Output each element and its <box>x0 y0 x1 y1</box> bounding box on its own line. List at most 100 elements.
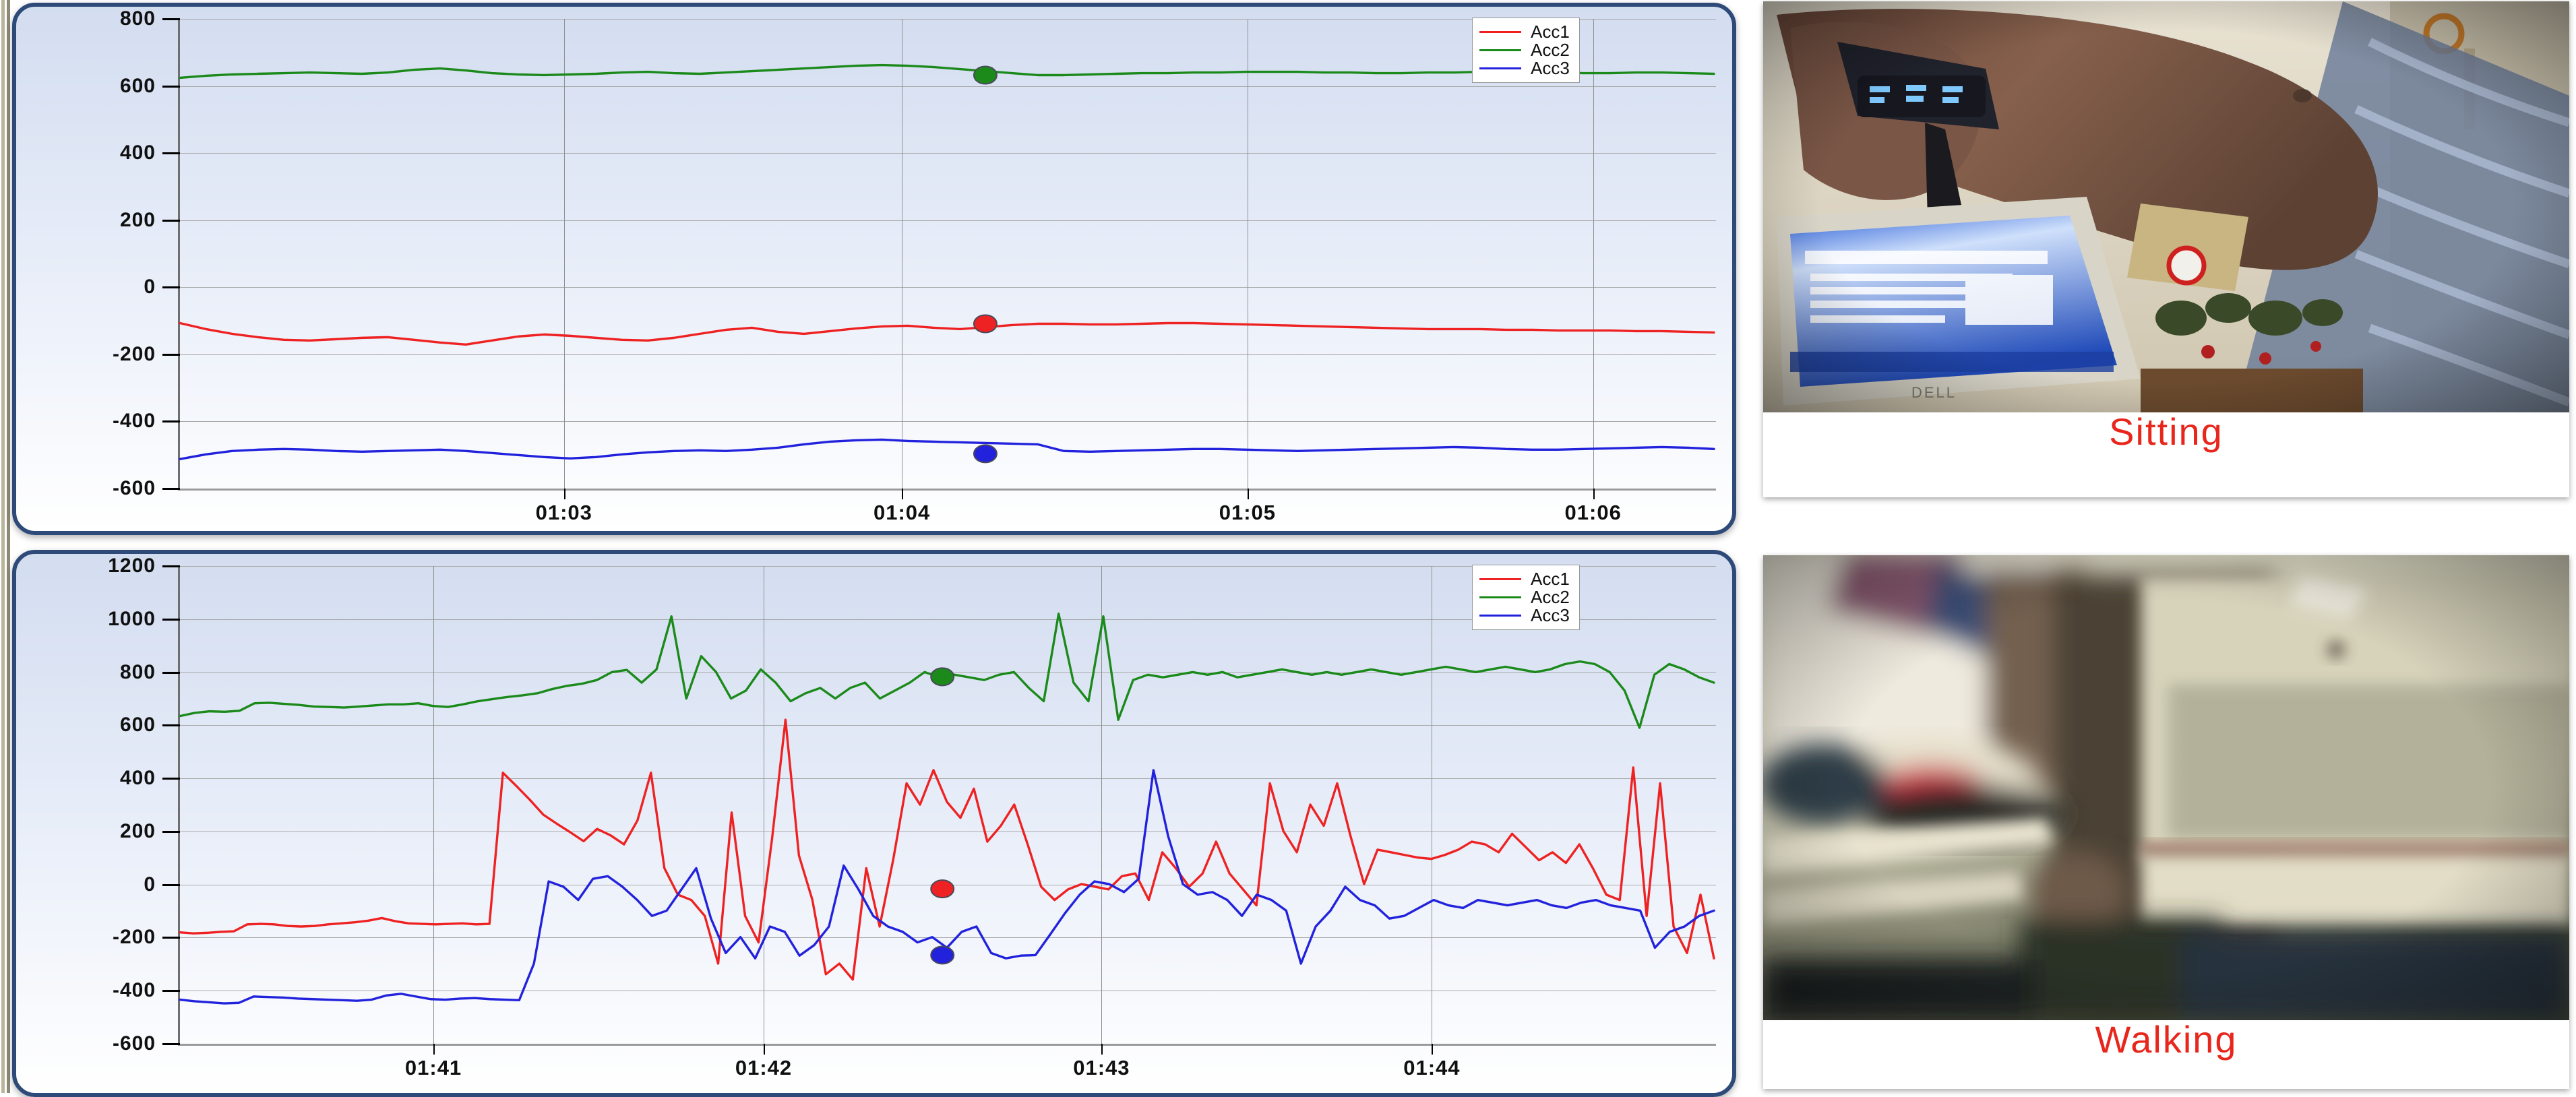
legend-label: Acc1 <box>1531 22 1570 42</box>
marker-dot-acc3[interactable] <box>973 444 998 464</box>
y-axis-label: 400 <box>119 767 156 790</box>
gridline-v <box>1101 566 1103 1044</box>
y-axis-label: 600 <box>119 74 156 97</box>
y-axis-label: 800 <box>119 660 156 683</box>
photo-sitting: DELL <box>1763 1 2569 412</box>
y-axis-label: 0 <box>144 276 156 299</box>
x-tick <box>1432 1044 1434 1055</box>
y-axis-label: 1000 <box>108 607 156 630</box>
x-tick <box>902 489 904 499</box>
caption-sitting: Sitting <box>2109 410 2224 453</box>
marker-dot-acc2[interactable] <box>973 65 998 85</box>
marker-dot-acc2[interactable] <box>930 667 955 687</box>
x-axis-label: 01:42 <box>735 1056 793 1079</box>
y-tick <box>162 152 180 155</box>
plot-area-walking[interactable]: 1200 1000 800 600 400 200 0 -200 -400 -600 01:41 01… <box>108 555 1716 1079</box>
y-axis-label: 0 <box>144 873 156 896</box>
series-line-acc1 <box>179 718 1715 981</box>
x-tick <box>563 489 565 499</box>
gridline-v <box>1593 19 1594 489</box>
y-axis-label: 1200 <box>108 555 156 577</box>
y-axis-label: -200 <box>112 926 156 949</box>
gridline-h <box>180 220 1716 221</box>
y-tick <box>162 830 180 833</box>
photo-card-sitting: DELL Sitting <box>1763 1 2569 497</box>
y-axis-label: -400 <box>112 410 156 433</box>
plot-area-sitting[interactable]: 800 600 400 200 0 -200 -400 -600 01:03 01:04 01:05… <box>113 7 1716 524</box>
gridline-h <box>180 153 1716 154</box>
y-tick <box>162 990 180 993</box>
y-tick <box>162 778 180 780</box>
series-line-acc1 <box>179 321 1715 346</box>
legend-swatch-acc3 <box>1479 615 1521 617</box>
left-rail-outer <box>1 0 5 1093</box>
y-tick <box>162 85 180 88</box>
marker-dot-acc3[interactable] <box>930 945 955 965</box>
marker-dot-acc1[interactable] <box>973 314 998 334</box>
x-tick <box>433 1044 435 1055</box>
y-tick <box>162 883 180 886</box>
gridline-h <box>180 354 1716 355</box>
series-lines-walking <box>179 613 1715 1005</box>
legend-label: Acc2 <box>1531 587 1570 607</box>
y-tick <box>162 937 180 939</box>
y-axis-label: -200 <box>112 342 156 365</box>
x-tick <box>1593 489 1595 499</box>
y-tick <box>162 353 180 356</box>
x-axis-label: 01:03 <box>535 501 592 524</box>
x-tick <box>764 1044 766 1055</box>
x-axis-label: 01:04 <box>873 501 931 524</box>
legend-swatch-acc2 <box>1479 596 1521 598</box>
x-axis-label: 01:41 <box>404 1056 462 1079</box>
gridline-h <box>180 937 1716 939</box>
gridline-h <box>180 421 1716 422</box>
legend-swatch-acc2 <box>1479 49 1521 51</box>
legend-swatch-acc1 <box>1479 578 1521 580</box>
left-rail-inner <box>7 0 10 1093</box>
chart-panel-walking: 1200 1000 800 600 400 200 0 -200 -400 -600 01:41 01… <box>12 550 1736 1097</box>
legend-sitting: Acc1 Acc2 Acc3 <box>1472 18 1580 83</box>
x-axis-label: 01:44 <box>1403 1056 1461 1079</box>
legend-swatch-acc1 <box>1479 31 1521 33</box>
gridline-h <box>180 778 1716 780</box>
legend-item-acc2: Acc2 <box>1479 587 1570 607</box>
y-axis-label: -600 <box>112 477 156 499</box>
y-axis-label: -400 <box>112 979 156 1002</box>
legend-label: Acc3 <box>1531 605 1570 625</box>
y-tick <box>162 18 180 20</box>
y-axis-label: 600 <box>119 714 156 736</box>
y-tick <box>162 219 180 222</box>
y-tick <box>162 420 180 423</box>
legend-item-acc3: Acc3 <box>1479 58 1570 78</box>
marker-dot-acc1[interactable] <box>930 879 955 899</box>
gridline-h <box>180 86 1716 87</box>
legend-item-acc1: Acc1 <box>1479 22 1570 42</box>
y-axis-label: 200 <box>119 819 156 842</box>
series-line-acc2 <box>179 63 1715 80</box>
legend-item-acc3: Acc3 <box>1479 605 1570 625</box>
legend-label: Acc2 <box>1531 40 1570 60</box>
x-axis-label: 01:43 <box>1073 1056 1130 1079</box>
x-tick <box>1247 489 1249 499</box>
legend-item-acc2: Acc2 <box>1479 40 1570 60</box>
x-axis-label: 01:06 <box>1564 501 1622 524</box>
gridline-h <box>180 725 1716 726</box>
y-tick <box>162 565 180 567</box>
photo-walking <box>1763 555 2569 1020</box>
gridline-h <box>180 287 1716 288</box>
legend-label: Acc3 <box>1531 58 1570 78</box>
legend-swatch-acc3 <box>1479 67 1521 69</box>
x-tick <box>1101 1044 1103 1055</box>
y-tick <box>162 1043 180 1045</box>
y-tick <box>162 286 180 289</box>
gridline-h <box>180 19 1716 20</box>
y-tick <box>162 671 180 674</box>
y-axis-label: 400 <box>119 142 156 164</box>
photo-card-walking: Walking <box>1763 555 2569 1089</box>
gridline-v <box>563 19 565 489</box>
gridlines-sitting <box>180 19 1716 489</box>
gridline-v <box>433 566 435 1044</box>
y-axis-label: 800 <box>119 7 156 30</box>
y-tick <box>162 618 180 621</box>
y-axis-label: 200 <box>119 208 156 231</box>
